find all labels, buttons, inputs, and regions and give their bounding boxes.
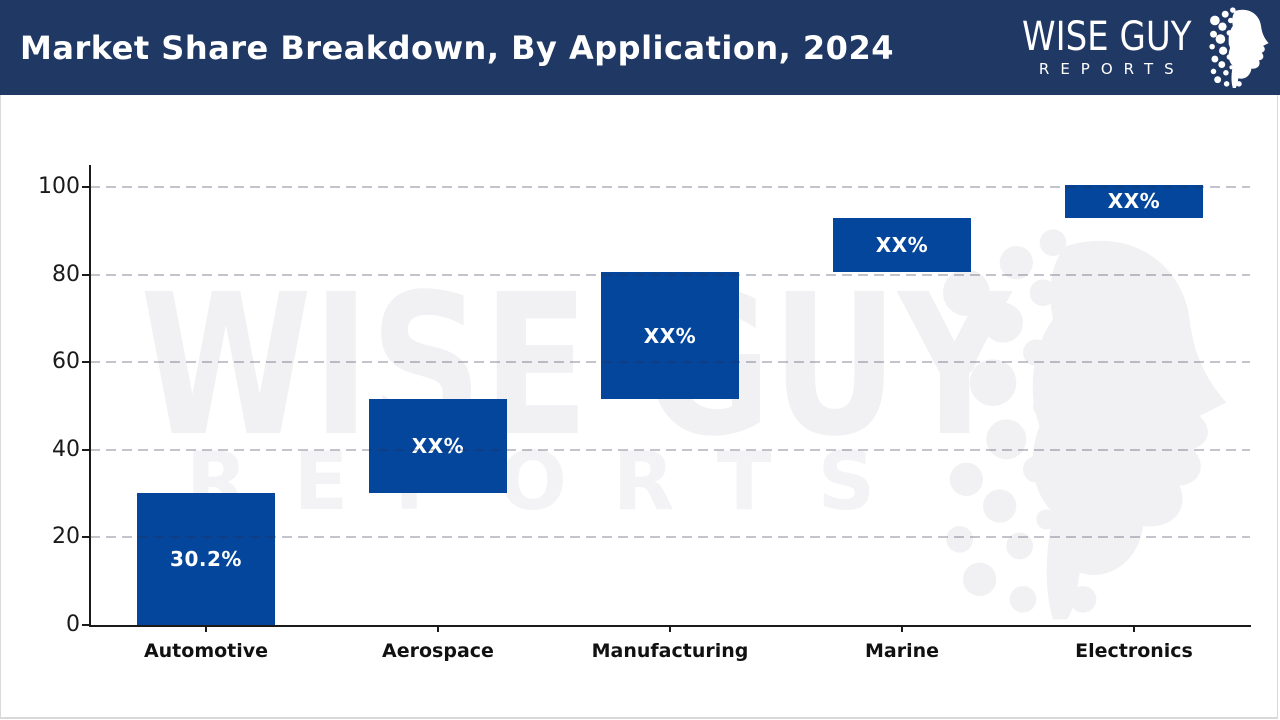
category-label: Aerospace — [382, 640, 494, 662]
logo: WISE GUY REPORTS — [1007, 0, 1270, 95]
logo-wordmark: WISE GUY REPORTS — [1007, 17, 1206, 78]
bar: XX% — [601, 272, 739, 400]
y-tick-mark — [82, 361, 89, 363]
category-label: Manufacturing — [591, 640, 749, 662]
y-tick-mark — [82, 449, 89, 451]
gridline — [90, 536, 1250, 538]
x-tick-mark — [437, 625, 439, 632]
category-label: Electronics — [1075, 640, 1193, 662]
category-label: Automotive — [143, 640, 269, 662]
watermark-line2: REPORTS — [186, 435, 922, 528]
y-tick-mark — [82, 624, 89, 626]
y-tick-mark — [82, 536, 89, 538]
x-tick-mark — [205, 625, 207, 632]
page-title: Market Share Breakdown, By Application, … — [20, 28, 894, 67]
bar: XX% — [1065, 184, 1203, 218]
y-tick-label: 0 — [66, 612, 80, 637]
x-tick-mark — [1133, 625, 1135, 632]
bar-label: XX% — [1107, 189, 1161, 214]
bar-label: XX% — [643, 323, 697, 348]
watermark-head-icon — [928, 226, 1238, 630]
x-tick-mark — [901, 625, 903, 632]
category-label: Marine — [864, 640, 940, 662]
y-tick-label: 20 — [52, 524, 80, 549]
gridline — [90, 186, 1250, 188]
y-tick-mark — [82, 274, 89, 276]
watermark-line1: WISE GUY — [140, 252, 1012, 479]
header: Market Share Breakdown, By Application, … — [0, 0, 1280, 95]
y-tick-label: 60 — [52, 349, 80, 374]
bar-label: 30.2% — [170, 546, 242, 571]
y-tick-label: 40 — [52, 437, 80, 462]
y-tick-label: 100 — [38, 174, 80, 199]
bar-label: XX% — [411, 434, 465, 459]
bar: 30.2% — [137, 492, 275, 625]
x-tick-mark — [669, 625, 671, 632]
logo-line1: WISE GUY — [1021, 14, 1192, 60]
logo-line2: REPORTS — [1038, 60, 1185, 78]
bar-label: XX% — [875, 233, 929, 258]
bar: XX% — [833, 217, 971, 273]
gridline — [90, 361, 1250, 363]
bar: XX% — [369, 399, 507, 493]
gridline — [90, 274, 1250, 276]
y-tick-label: 80 — [52, 262, 80, 287]
gridline — [90, 449, 1250, 451]
y-axis-spine — [89, 165, 91, 627]
y-tick-mark — [82, 186, 89, 188]
